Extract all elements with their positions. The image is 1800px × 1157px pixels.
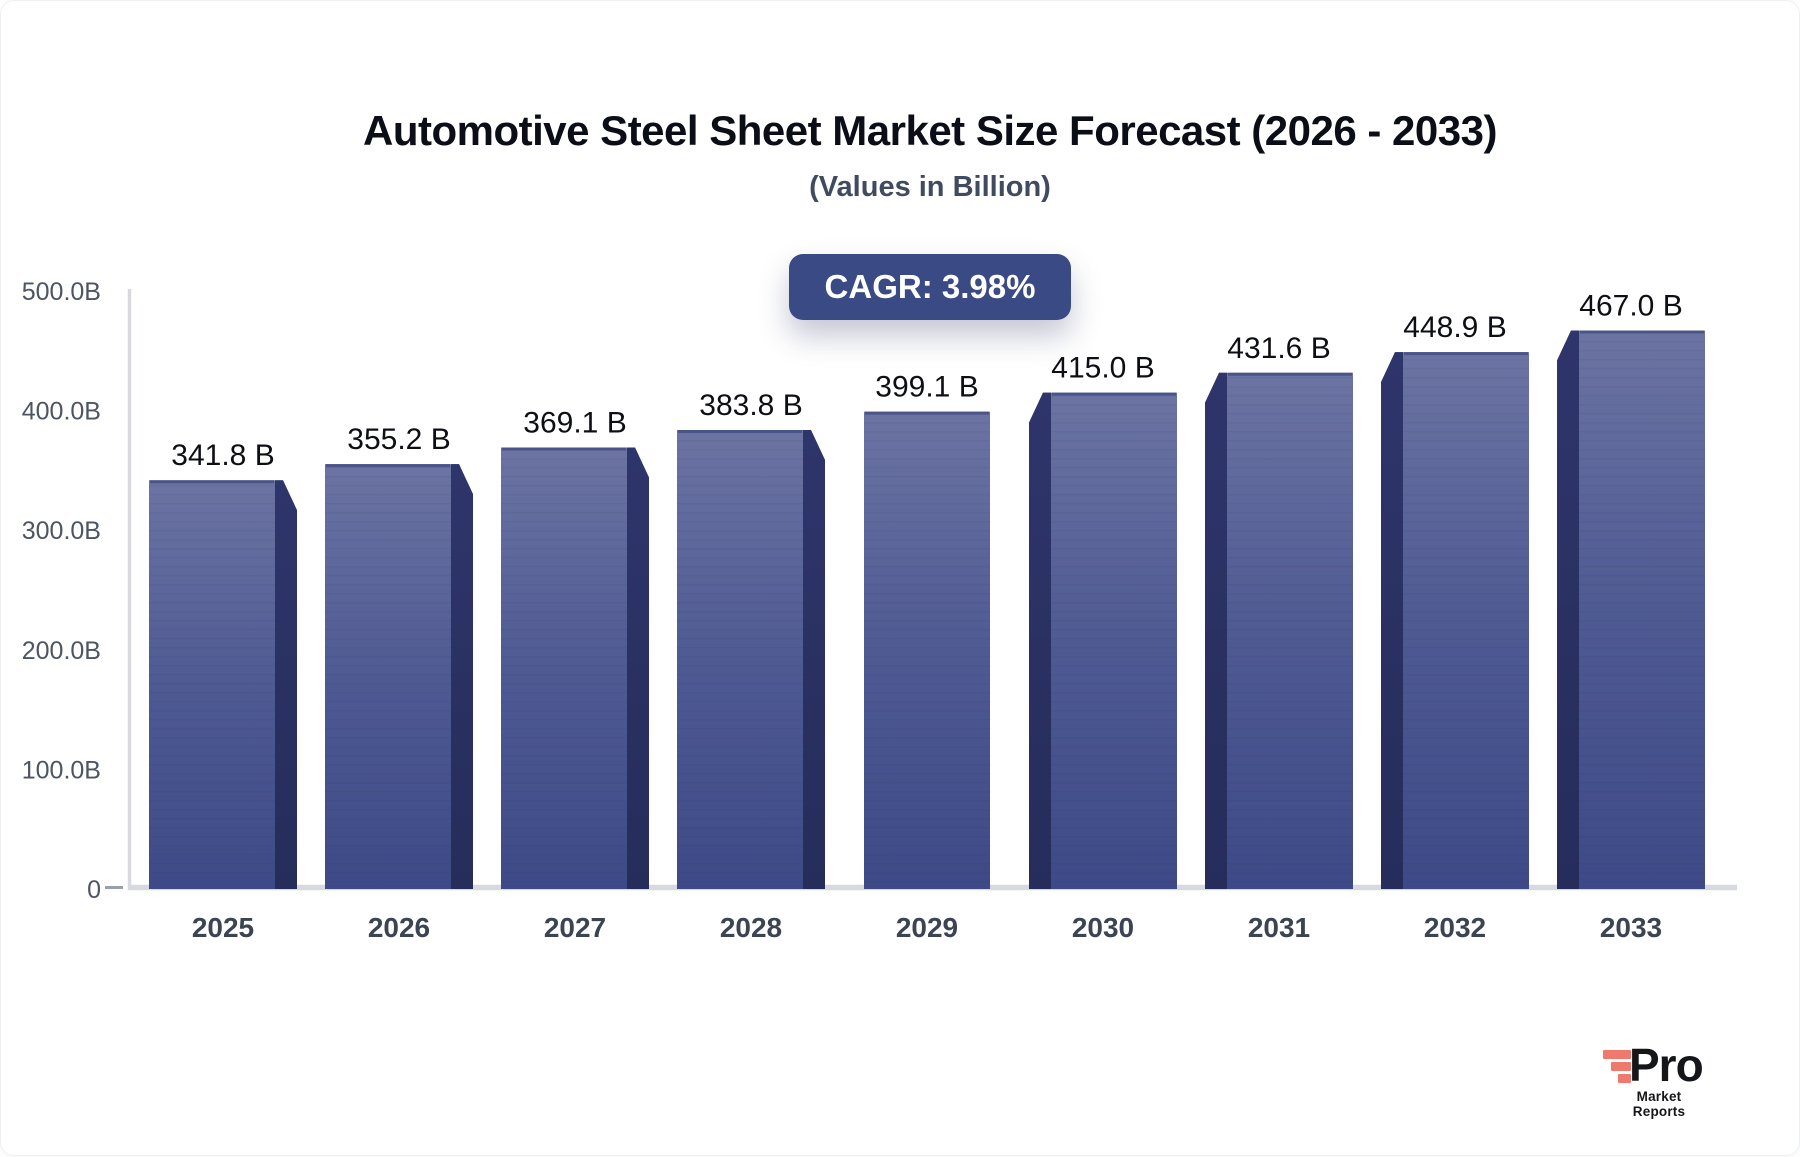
y-tick-label-0: 0 xyxy=(87,876,101,904)
bar-texture xyxy=(1403,352,1529,889)
x-tick-label-2031: 2031 xyxy=(1248,912,1310,943)
bar-value-label: 415.0 B xyxy=(1051,352,1154,385)
bar-side-face xyxy=(1205,373,1227,889)
bar-side-face xyxy=(451,464,473,889)
y-tick-label-100.0B: 100.0B xyxy=(22,756,101,784)
bar-value-label: 383.8 B xyxy=(699,389,802,422)
bar-value-label: 341.8 B xyxy=(171,439,274,472)
bar-value-label: 369.1 B xyxy=(523,407,626,440)
y-tick-label-200.0B: 200.0B xyxy=(22,637,101,665)
logo-flag-bar xyxy=(1611,1062,1631,1071)
bar-2025: 341.8 B xyxy=(149,439,297,889)
x-tick-label-2033: 2033 xyxy=(1600,912,1662,943)
logo-flag-icon xyxy=(1601,1050,1631,1086)
bar-side-face xyxy=(803,430,825,889)
logo-name: Pro xyxy=(1629,1041,1703,1089)
bar-side-face xyxy=(1381,352,1403,889)
logo-flag-bar xyxy=(1603,1050,1631,1059)
bar-2033: 467.0 B xyxy=(1557,289,1705,889)
y-tick-label-400.0B: 400.0B xyxy=(22,398,101,426)
x-tick-label-2027: 2027 xyxy=(544,912,606,943)
bar-2026: 355.2 B xyxy=(325,423,473,889)
logo-tagline: Market Reports xyxy=(1609,1089,1709,1119)
x-tick-label-2026: 2026 xyxy=(368,912,430,943)
bar-value-label: 355.2 B xyxy=(347,423,450,456)
bar-side-face xyxy=(627,448,649,889)
bar-2029: 399.1 B xyxy=(864,371,990,889)
bar-2030: 415.0 B xyxy=(1029,352,1177,889)
bar-2028: 383.8 B xyxy=(677,389,825,889)
bar-texture xyxy=(1227,373,1353,889)
bar-value-label: 399.1 B xyxy=(875,371,978,404)
bar-value-label: 448.9 B xyxy=(1403,311,1506,344)
bar-texture xyxy=(325,464,451,889)
bar-texture xyxy=(677,430,803,889)
bar-2032: 448.9 B xyxy=(1381,311,1529,889)
pro-market-reports-logo: Pro Market Reports xyxy=(1601,1041,1731,1119)
x-tick-label-2028: 2028 xyxy=(720,912,782,943)
bar-2031: 431.6 B xyxy=(1205,332,1353,889)
bar-value-label: 431.6 B xyxy=(1227,332,1330,365)
y-tick-label-300.0B: 300.0B xyxy=(22,517,101,545)
y-tick-label-500.0B: 500.0B xyxy=(22,278,101,306)
logo-row: Pro xyxy=(1601,1041,1731,1089)
bar-texture xyxy=(149,480,275,889)
bar-value-label: 467.0 B xyxy=(1579,289,1682,322)
bar-side-face xyxy=(275,480,297,889)
bar-texture xyxy=(864,412,990,889)
bar-texture xyxy=(1051,393,1177,889)
bar-texture xyxy=(1579,330,1705,889)
bar-side-face xyxy=(1557,330,1579,889)
bar-2027: 369.1 B xyxy=(501,407,649,889)
x-tick-label-2025: 2025 xyxy=(192,912,254,943)
x-tick-label-2030: 2030 xyxy=(1072,912,1134,943)
x-tick-label-2029: 2029 xyxy=(896,912,958,943)
bar-side-face xyxy=(1029,393,1051,889)
bar-texture xyxy=(501,448,627,889)
x-tick-label-2032: 2032 xyxy=(1424,912,1486,943)
